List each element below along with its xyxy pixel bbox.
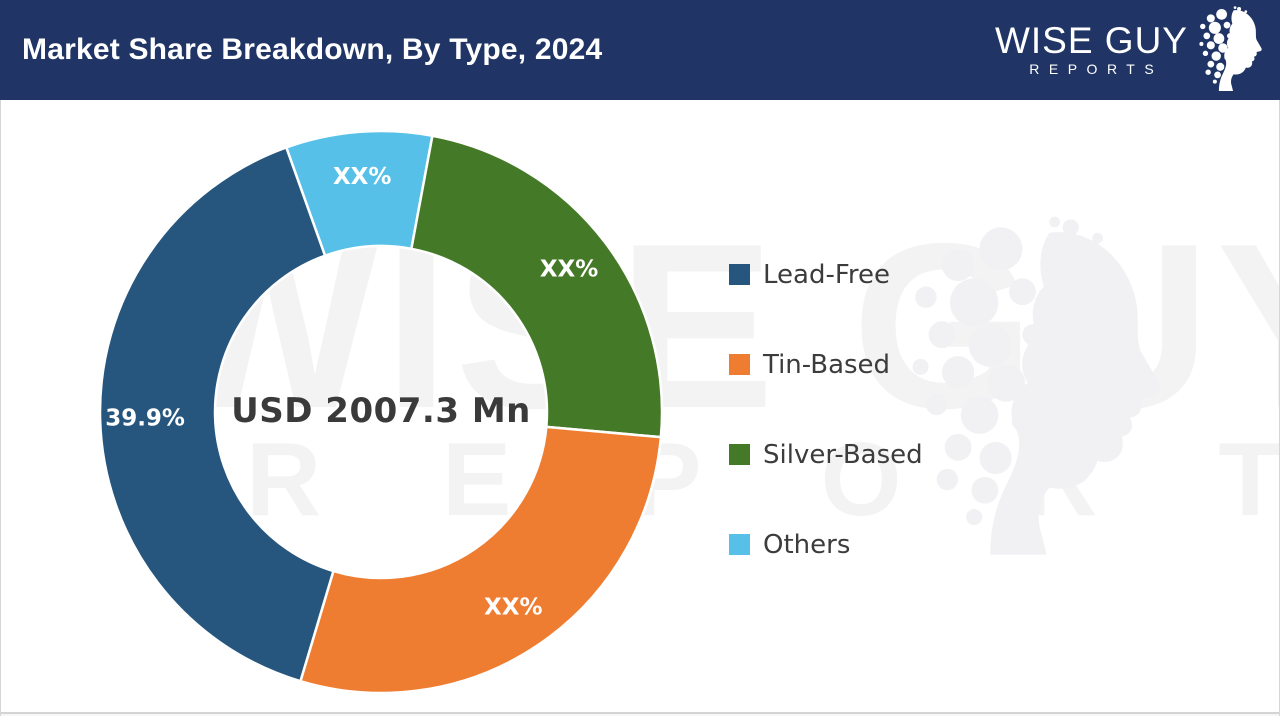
legend-item-tin-based: Tin-Based <box>729 350 923 379</box>
slice-label-tin-based: XX% <box>484 594 543 620</box>
legend-swatch <box>729 354 750 375</box>
legend-label: Tin-Based <box>763 349 891 380</box>
legend-label: Lead-Free <box>763 259 891 290</box>
bottom-border <box>1 712 1279 716</box>
slice-label-silver-based: XX% <box>540 256 599 282</box>
page-title: Market Share Breakdown, By Type, 2024 <box>22 33 603 66</box>
legend-item-lead-free: Lead-Free <box>729 260 923 289</box>
donut-slice-lead-free <box>98 146 335 683</box>
legend-swatch <box>729 444 750 465</box>
slice-label-lead-free: 39.9% <box>105 405 185 431</box>
donut-slice-tin-based <box>299 425 663 695</box>
watermark-face-icon <box>883 216 1178 566</box>
donut-chart: XX% XX% XX% 39.9% <box>98 129 664 695</box>
legend-label: Silver-Based <box>763 439 923 470</box>
legend-swatch <box>729 534 750 555</box>
donut-center-value: USD 2007.3 Mn <box>231 391 531 431</box>
legend-swatch <box>729 264 750 285</box>
header-bar: Market Share Breakdown, By Type, 2024 WI… <box>0 0 1280 100</box>
legend-label: Others <box>763 529 851 560</box>
logo-text: WISE GUY REPORTS <box>994 20 1188 78</box>
wise-guy-reports-logo: WISE GUY REPORTS <box>995 6 1280 94</box>
legend-item-others: Others <box>729 530 923 559</box>
chart-legend: Lead-Free Tin-Based Silver-Based Others <box>729 260 923 559</box>
legend-item-silver-based: Silver-Based <box>729 440 923 469</box>
chart-area: WISE GUY R E P O R T S XX%XX%XX%39.9% US… <box>0 100 1280 716</box>
logo-subtitle: REPORTS <box>1029 61 1164 78</box>
donut-slice-silver-based <box>410 134 664 439</box>
slice-label-others: XX% <box>333 164 392 190</box>
logo-face-icon <box>1192 6 1266 94</box>
logo-wordmark: WISE GUY <box>994 20 1188 62</box>
